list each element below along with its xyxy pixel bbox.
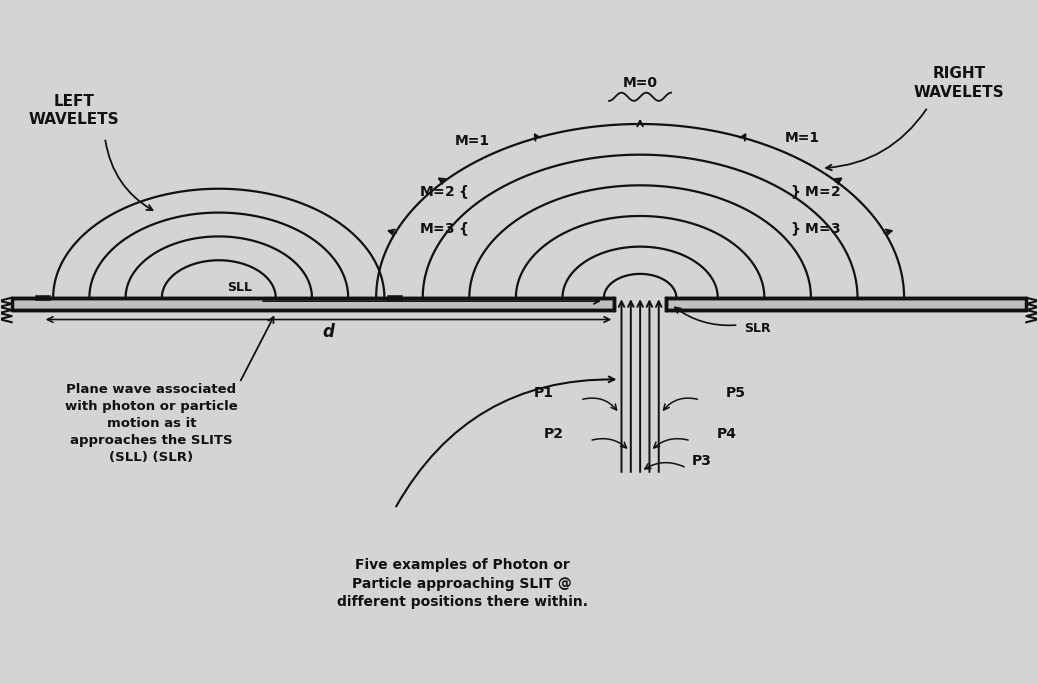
Text: LEFT
WAVELETS: LEFT WAVELETS bbox=[28, 94, 119, 127]
Text: SLR: SLR bbox=[743, 322, 770, 335]
Text: RIGHT
WAVELETS: RIGHT WAVELETS bbox=[913, 66, 1005, 100]
Text: d: d bbox=[323, 323, 334, 341]
Text: M=1: M=1 bbox=[455, 134, 490, 148]
Text: P2: P2 bbox=[544, 427, 564, 441]
Text: M=3 $\mathbf{\{}$: M=3 $\mathbf{\{}$ bbox=[419, 221, 469, 239]
Text: P5: P5 bbox=[726, 386, 746, 400]
Text: SLL: SLL bbox=[227, 281, 252, 294]
Text: M=2 $\mathbf{\{}$: M=2 $\mathbf{\{}$ bbox=[419, 183, 469, 201]
Text: $\mathbf{\}}$ M=3: $\mathbf{\}}$ M=3 bbox=[790, 221, 841, 239]
Bar bbox=[666, 298, 1027, 310]
Text: M=0: M=0 bbox=[623, 76, 658, 90]
Text: Plane wave associated
with photon or particle
motion as it
approaches the SLITS
: Plane wave associated with photon or par… bbox=[65, 383, 238, 464]
Bar bbox=[11, 298, 614, 310]
Text: Five examples of Photon or
Particle approaching SLIT @
different positions there: Five examples of Photon or Particle appr… bbox=[336, 558, 588, 609]
Text: $\mathbf{\}}$ M=2: $\mathbf{\}}$ M=2 bbox=[790, 183, 841, 201]
Text: P1: P1 bbox=[535, 386, 554, 400]
Text: P4: P4 bbox=[716, 427, 737, 441]
Text: M=1: M=1 bbox=[785, 131, 820, 144]
Text: P3: P3 bbox=[692, 454, 712, 469]
